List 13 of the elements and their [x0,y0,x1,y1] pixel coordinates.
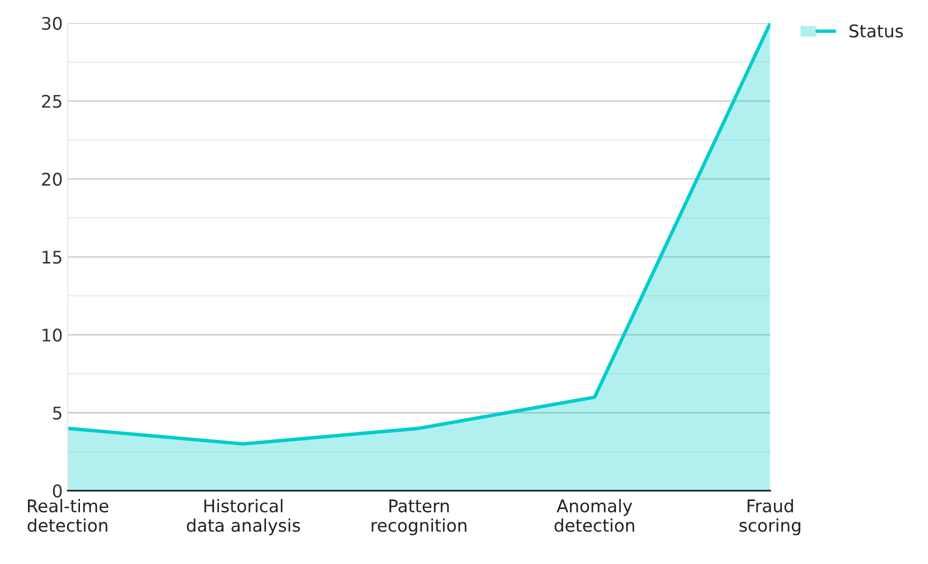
legend-label: Status [850,24,903,38]
y-tick-label: 25 [42,94,62,108]
y-tick-label: 30 [42,16,62,30]
x-tick-label: Fraud scoring [740,499,800,536]
y-tick-label: 10 [42,328,62,342]
y-tick-label: 15 [42,250,62,264]
x-tick-label: Real-time detection [28,499,108,532]
y-tick-label: 0 [52,484,62,498]
x-tick-label: Anomaly detection [554,499,634,532]
y-tick-label: 20 [42,172,62,186]
y-tick-label: 5 [53,406,62,420]
x-tick-label: Pattern recognition [372,500,466,536]
x-tick-label: Historical data analysis [186,499,300,536]
